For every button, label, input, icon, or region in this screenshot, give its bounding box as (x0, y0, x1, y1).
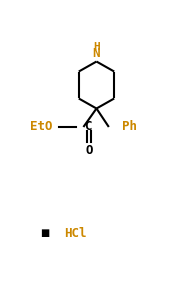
Text: C: C (84, 120, 92, 133)
Text: ■: ■ (40, 228, 50, 238)
Text: N: N (93, 47, 100, 60)
Text: HCl: HCl (64, 227, 87, 240)
Text: Ph: Ph (122, 120, 137, 133)
Text: O: O (85, 144, 93, 157)
Text: H: H (93, 42, 100, 52)
Text: EtO: EtO (30, 120, 52, 133)
